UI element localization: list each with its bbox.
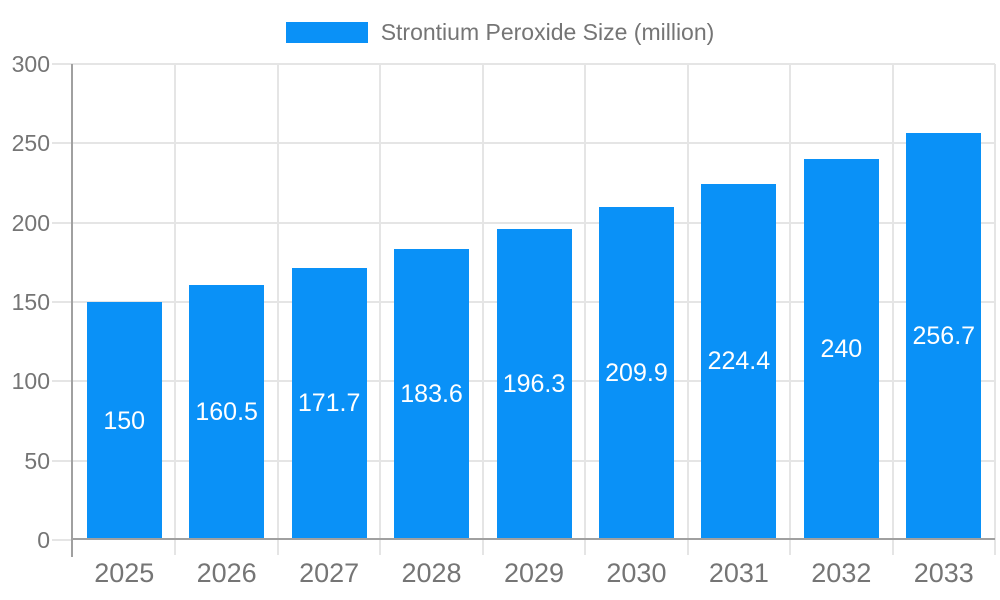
x-axis-label: 2025 <box>94 558 155 588</box>
gridline-vertical <box>994 64 996 540</box>
legend-swatch <box>285 22 368 43</box>
y-axis-tick <box>52 301 73 303</box>
bar: 150 <box>86 302 162 540</box>
gridline-vertical <box>276 64 279 540</box>
y-axis-tick <box>52 63 73 65</box>
y-axis-label: 0 <box>37 527 50 553</box>
y-axis-tick <box>52 221 73 224</box>
x-axis-tick <box>379 540 382 555</box>
y-axis-tick <box>52 142 73 145</box>
y-axis-label: 300 <box>11 51 50 77</box>
bar-value-label: 240 <box>820 335 863 364</box>
legend-label: Strontium Peroxide Size (million) <box>380 19 715 45</box>
x-axis-tick <box>994 540 996 555</box>
bar-value-label: 171.7 <box>297 389 361 418</box>
x-axis-label: 2033 <box>913 558 974 588</box>
bar-value-label: 209.9 <box>605 358 668 387</box>
x-axis-tick <box>686 540 689 555</box>
x-axis-tick <box>789 540 792 555</box>
x-axis-tick <box>276 540 279 555</box>
x-axis-label: 2028 <box>401 558 462 588</box>
bar-value-label: 183.6 <box>400 379 463 408</box>
gridline-vertical <box>584 64 587 540</box>
bar-value-label: 256.7 <box>912 321 976 350</box>
gridline-horizontal <box>73 142 995 145</box>
y-axis-tick <box>52 380 73 383</box>
x-axis-label: 2027 <box>299 558 360 588</box>
x-axis-tick <box>891 540 894 555</box>
bar: 171.7 <box>291 267 367 540</box>
y-axis-label: 250 <box>11 130 50 157</box>
gridline-vertical <box>789 64 792 540</box>
x-axis-label: 2031 <box>708 558 769 588</box>
bar: 256.7 <box>906 132 982 540</box>
x-axis-label: 2026 <box>196 558 257 588</box>
x-axis-line <box>71 538 995 540</box>
x-axis-label: 2030 <box>606 558 667 588</box>
x-axis-label: 2032 <box>811 558 872 588</box>
x-axis-label: 2029 <box>503 558 565 588</box>
y-axis-line <box>71 64 73 557</box>
bar: 224.4 <box>701 183 777 540</box>
gridline-vertical <box>481 64 484 540</box>
gridline-vertical <box>891 64 894 540</box>
y-axis-label: 200 <box>11 209 50 236</box>
gridline-vertical <box>379 64 382 540</box>
x-axis-tick <box>174 540 177 555</box>
bar-value-label: 196.3 <box>502 369 566 398</box>
bar: 196.3 <box>496 228 572 540</box>
bar-value-label: 150 <box>103 406 146 435</box>
gridline-vertical <box>174 64 177 540</box>
gridline-vertical <box>686 64 689 540</box>
plot-area: 0 50 100 150 200 250 300 150 2025 160.5 2026 171.7 2… <box>12 51 996 588</box>
chart-legend[interactable]: Strontium Peroxide Size (million) <box>0 19 1000 46</box>
bar: 160.5 <box>189 285 265 540</box>
y-axis-label: 50 <box>24 447 50 474</box>
x-axis-tick <box>481 540 484 555</box>
bar-value-label: 224.4 <box>707 347 771 376</box>
gridline-horizontal <box>73 221 995 224</box>
bar: 183.6 <box>394 248 470 540</box>
x-axis-tick <box>584 540 587 555</box>
bar: 240 <box>803 159 879 540</box>
y-axis-tick <box>52 539 73 541</box>
gridline-horizontal <box>73 63 995 65</box>
y-axis-tick <box>52 459 73 462</box>
y-axis-label: 100 <box>11 368 50 395</box>
bar: 209.9 <box>598 206 674 540</box>
y-axis-label: 150 <box>11 289 50 315</box>
bar-value-label: 160.5 <box>195 398 258 427</box>
